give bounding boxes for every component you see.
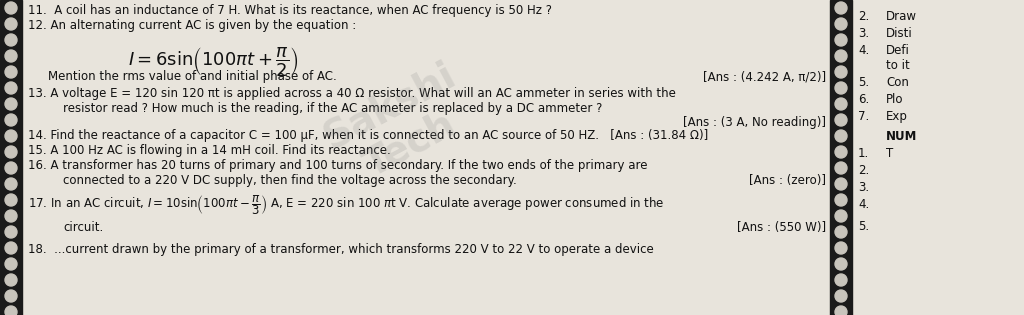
Text: 11.  A coil has an inductance of 7 H. What is its reactance, when AC frequency i: 11. A coil has an inductance of 7 H. Wha… bbox=[28, 4, 552, 17]
Circle shape bbox=[835, 162, 847, 174]
Text: 12. An alternating current AC is given by the equation :: 12. An alternating current AC is given b… bbox=[28, 19, 356, 32]
Circle shape bbox=[5, 18, 17, 30]
Text: 3.: 3. bbox=[858, 27, 869, 40]
Text: 2.: 2. bbox=[858, 10, 869, 23]
Circle shape bbox=[835, 130, 847, 142]
Circle shape bbox=[835, 34, 847, 46]
Circle shape bbox=[835, 258, 847, 270]
Circle shape bbox=[5, 130, 17, 142]
Text: 13. A voltage E = 120 sin 120 πt is applied across a 40 Ω resistor. What will an: 13. A voltage E = 120 sin 120 πt is appl… bbox=[28, 87, 676, 100]
Text: 7.: 7. bbox=[858, 110, 869, 123]
Text: 5.: 5. bbox=[858, 220, 869, 233]
Circle shape bbox=[835, 194, 847, 206]
Circle shape bbox=[5, 178, 17, 190]
Circle shape bbox=[835, 66, 847, 78]
Text: circuit.: circuit. bbox=[63, 221, 103, 234]
Text: 4.: 4. bbox=[858, 44, 869, 57]
Text: Con: Con bbox=[886, 76, 909, 89]
Text: 1.: 1. bbox=[858, 147, 869, 160]
Circle shape bbox=[5, 210, 17, 222]
Text: 14. Find the reactance of a capacitor C = 100 μF, when it is connected to an AC : 14. Find the reactance of a capacitor C … bbox=[28, 129, 709, 142]
Text: 4.: 4. bbox=[858, 198, 869, 211]
Text: Sakshi
Tech: Sakshi Tech bbox=[317, 55, 482, 195]
Text: 17. In an AC circuit, $I = 10\sin\!\left(100\pi t - \dfrac{\pi}{3}\right)$ A, E : 17. In an AC circuit, $I = 10\sin\!\left… bbox=[28, 193, 665, 217]
Circle shape bbox=[5, 306, 17, 315]
Text: 3.: 3. bbox=[858, 181, 869, 194]
Text: Mention the rms value of and initial phase of AC.: Mention the rms value of and initial pha… bbox=[48, 70, 337, 83]
Circle shape bbox=[835, 98, 847, 110]
Circle shape bbox=[835, 82, 847, 94]
Circle shape bbox=[5, 50, 17, 62]
Text: 16. A transformer has 20 turns of primary and 100 turns of secondary. If the two: 16. A transformer has 20 turns of primar… bbox=[28, 159, 647, 172]
Circle shape bbox=[5, 34, 17, 46]
Circle shape bbox=[835, 146, 847, 158]
Circle shape bbox=[835, 18, 847, 30]
Text: Plo: Plo bbox=[886, 93, 903, 106]
Circle shape bbox=[835, 226, 847, 238]
Text: 15. A 100 Hz AC is flowing in a 14 mH coil. Find its reactance.: 15. A 100 Hz AC is flowing in a 14 mH co… bbox=[28, 144, 391, 157]
Text: 2.: 2. bbox=[858, 164, 869, 177]
Bar bbox=[0, 0, 22, 315]
Circle shape bbox=[5, 98, 17, 110]
Circle shape bbox=[5, 146, 17, 158]
Circle shape bbox=[5, 162, 17, 174]
Text: to it: to it bbox=[886, 59, 909, 72]
Circle shape bbox=[835, 242, 847, 254]
Text: resistor read ? How much is the reading, if the AC ammeter is replaced by a DC a: resistor read ? How much is the reading,… bbox=[63, 102, 602, 115]
Text: [Ans : (550 W)]: [Ans : (550 W)] bbox=[737, 221, 826, 234]
Circle shape bbox=[835, 274, 847, 286]
Text: [Ans : (3 A, No reading)]: [Ans : (3 A, No reading)] bbox=[683, 116, 826, 129]
Text: Disti: Disti bbox=[886, 27, 912, 40]
Text: connected to a 220 V DC supply, then find the voltage across the secondary.: connected to a 220 V DC supply, then fin… bbox=[63, 174, 517, 187]
Text: Defi: Defi bbox=[886, 44, 910, 57]
Text: 6.: 6. bbox=[858, 93, 869, 106]
Text: NUM: NUM bbox=[886, 130, 918, 143]
Circle shape bbox=[835, 210, 847, 222]
Text: $I = 6\sin\!\left(100\pi t + \dfrac{\pi}{2}\right)$: $I = 6\sin\!\left(100\pi t + \dfrac{\pi}… bbox=[128, 45, 298, 78]
Circle shape bbox=[5, 194, 17, 206]
Circle shape bbox=[835, 290, 847, 302]
Text: [Ans : (4.242 A, π/2)]: [Ans : (4.242 A, π/2)] bbox=[702, 70, 826, 83]
Circle shape bbox=[5, 242, 17, 254]
Text: 5.: 5. bbox=[858, 76, 869, 89]
Circle shape bbox=[835, 306, 847, 315]
Circle shape bbox=[5, 290, 17, 302]
Circle shape bbox=[835, 50, 847, 62]
Text: T: T bbox=[886, 147, 893, 160]
Circle shape bbox=[835, 2, 847, 14]
Text: 18.  ...current drawn by the primary of a transformer, which transforms 220 V to: 18. ...current drawn by the primary of a… bbox=[28, 243, 653, 256]
Circle shape bbox=[5, 258, 17, 270]
Circle shape bbox=[5, 114, 17, 126]
Circle shape bbox=[835, 178, 847, 190]
Bar bbox=[830, 0, 852, 315]
Text: [Ans : (zero)]: [Ans : (zero)] bbox=[749, 174, 826, 187]
Circle shape bbox=[5, 82, 17, 94]
Circle shape bbox=[5, 2, 17, 14]
Text: Draw: Draw bbox=[886, 10, 918, 23]
Circle shape bbox=[5, 226, 17, 238]
Circle shape bbox=[5, 66, 17, 78]
Text: Exp: Exp bbox=[886, 110, 908, 123]
Circle shape bbox=[835, 114, 847, 126]
Circle shape bbox=[5, 274, 17, 286]
